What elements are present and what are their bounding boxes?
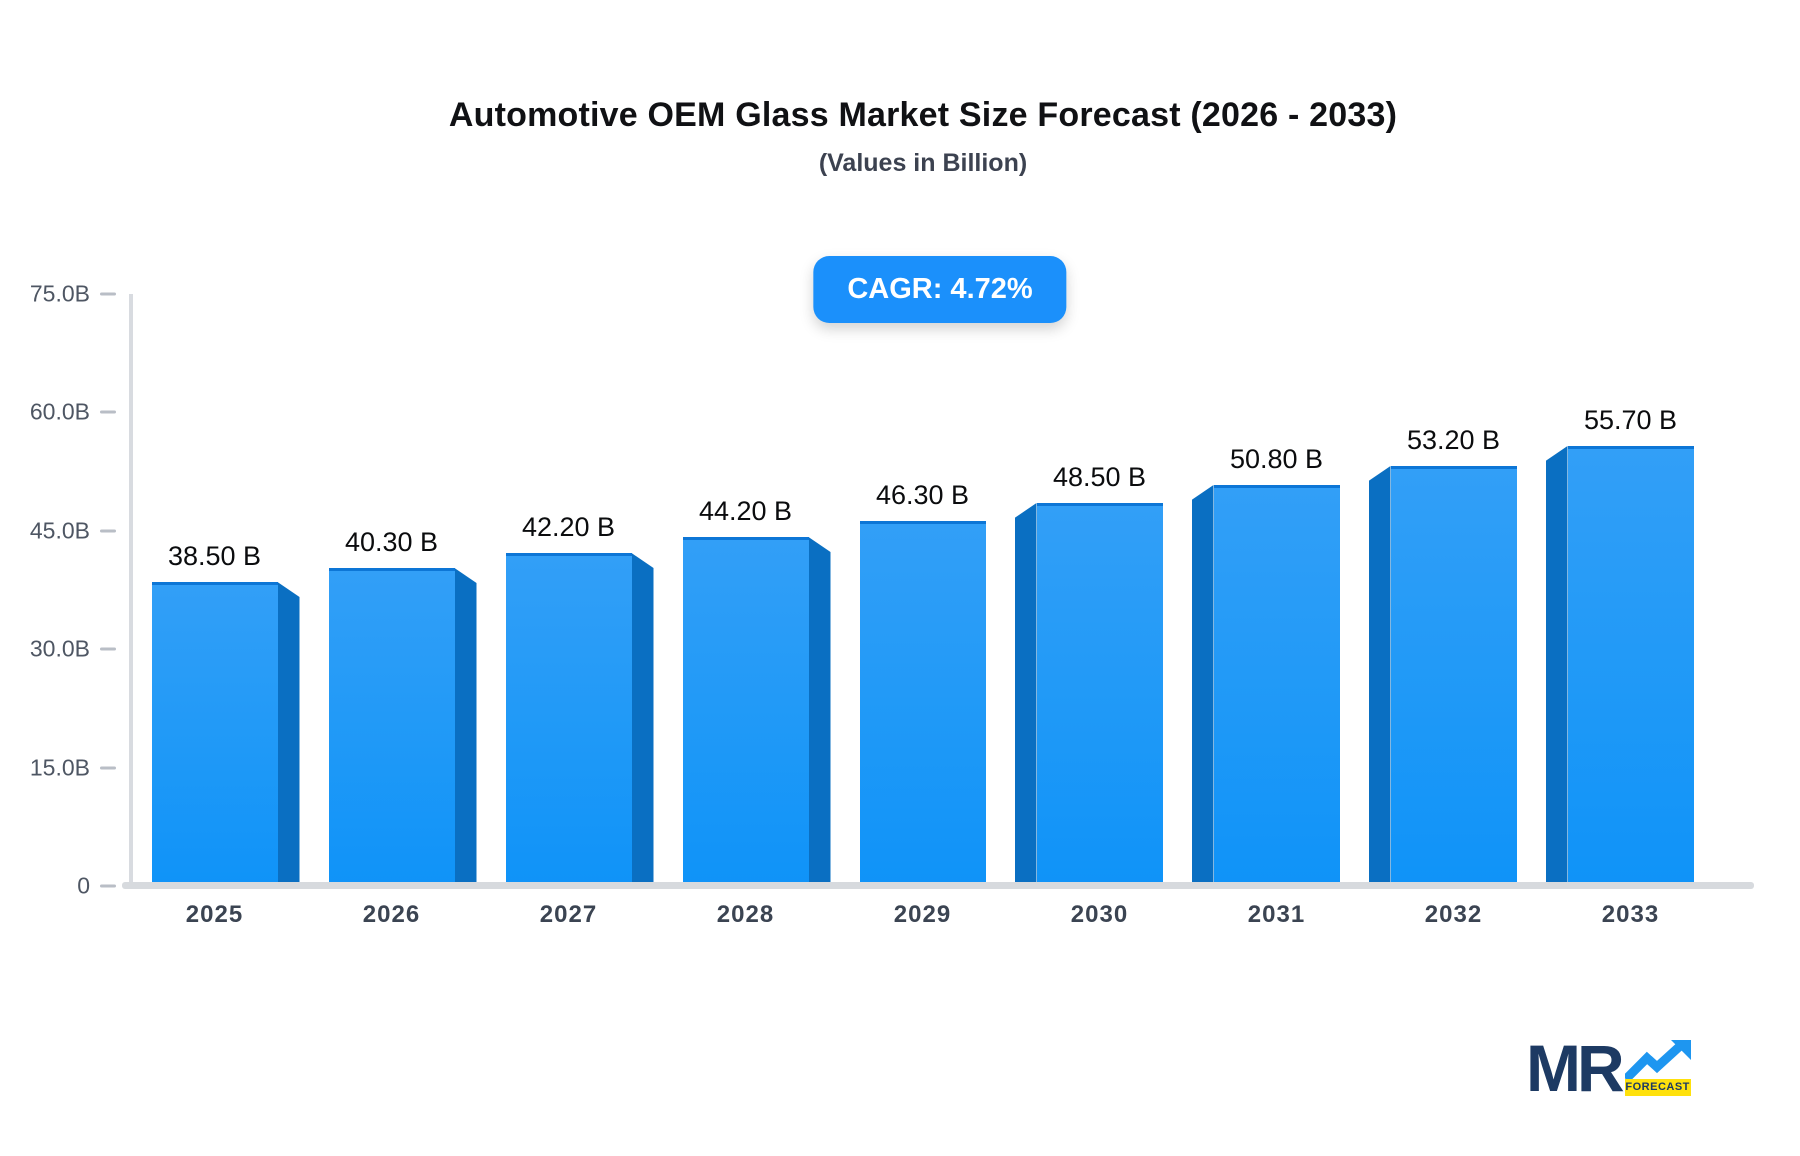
trend-arrow-icon [1624,1040,1691,1080]
bar-value-label: 48.50 B [1052,462,1147,492]
y-tick: 30.0B [30,636,116,663]
bar-2031: 50.80 B [1191,444,1340,886]
tick-dash [100,766,116,770]
bar-group-2026: 40.30 B [303,527,480,886]
bar-2033: 55.70 B [1545,405,1694,886]
y-tick-label: 0 [77,872,90,899]
logo-forecast-text: FORECAST [1624,1079,1691,1096]
x-tick-label: 2031 [1247,901,1306,928]
bar-group-2027: 42.20 B [480,512,657,886]
bar-group-2029: 46.30 B [834,480,1011,886]
bar-group-2025: 38.50 B [126,541,303,886]
bar-2029: 46.30 B [859,480,986,886]
bar-face [1036,503,1163,886]
bar-group-2032: 53.20 B [1365,425,1542,886]
bar-face [682,537,809,886]
y-tick: 15.0B [30,755,116,782]
bar-side-3d [631,553,654,886]
bar-face [1567,446,1694,886]
logo-arrow-block: FORECAST [1624,1040,1695,1096]
y-tick-label: 60.0B [29,398,90,425]
bar-2032: 53.20 B [1368,425,1517,886]
bar-value-label: 55.70 B [1583,405,1678,435]
plot-area: 38.50 B 40.30 B 42.20 B 44.20 B [126,294,1719,886]
bar-side-3d [1545,446,1568,886]
bar-group-2031: 50.80 B [1188,444,1365,886]
bar-value-label: 53.20 B [1406,425,1501,455]
y-tick: 0 [77,873,116,900]
bar-2028: 44.20 B [682,496,831,886]
bar-2030: 48.50 B [1014,462,1163,886]
bar-side-3d [454,568,477,886]
bar-value-label: 40.30 B [344,527,439,557]
y-tick-label: 75.0B [29,280,90,307]
bar-side-3d [1191,485,1214,886]
bar-value-label: 46.30 B [875,480,970,510]
y-tick: 60.0B [30,399,116,426]
bar-side-3d [1368,466,1391,886]
x-axis-line [122,882,1754,889]
x-tick-label: 2032 [1424,901,1483,928]
y-tick-label: 45.0B [29,517,90,544]
x-tick-label: 2028 [716,901,775,928]
x-tick-label: 2027 [539,901,598,928]
x-tick-label: 2029 [893,901,952,928]
x-axis-labels: 2025 2026 2027 2028 2029 2030 2031 2032 … [126,901,1719,929]
bar-face [505,553,632,886]
bar-value-label: 42.20 B [521,512,616,542]
x-tick-label: 2033 [1601,901,1660,928]
mr-forecast-logo: MR FORECAST [1526,1031,1695,1105]
bar-group-2028: 44.20 B [657,496,834,886]
bar-face [859,521,986,886]
bar-value-label: 38.50 B [167,541,262,571]
tick-dash [100,529,116,533]
bar-value-label: 44.20 B [698,496,793,526]
bar-face [151,582,278,886]
y-tick: 75.0B [30,281,116,308]
bar-value-label: 50.80 B [1229,444,1324,474]
tick-dash [100,292,116,296]
tick-dash [100,884,116,888]
bar-side-3d [1014,503,1037,886]
bar-side-3d [808,537,831,886]
bar-2027: 42.20 B [505,512,654,886]
y-tick-label: 30.0B [29,635,90,662]
bar-2025: 38.50 B [151,541,300,886]
bar-face [328,568,455,886]
bar-group-2030: 48.50 B [1011,462,1188,886]
bar-2026: 40.30 B [328,527,477,886]
bar-face [1390,466,1517,886]
bar-face [1213,485,1340,886]
y-axis: 75.0B 60.0B 45.0B 30.0B 15.0B 0 [0,281,116,899]
bar-group-2033: 55.70 B [1542,405,1719,886]
x-tick-label: 2026 [362,901,421,928]
logo-mr-text: MR [1526,1031,1625,1105]
chart-header: Automotive OEM Glass Market Size Forecas… [126,0,1720,178]
chart-subtitle: (Values in Billion) [818,149,1028,177]
y-tick: 45.0B [30,518,116,545]
x-tick-label: 2030 [1070,901,1129,928]
x-tick-label: 2025 [185,901,244,928]
cagr-badge: CAGR: 4.72% [813,256,1067,323]
chart-title: Automotive OEM Glass Market Size Forecas… [448,96,1398,134]
tick-dash [100,647,116,651]
bar-side-3d [277,582,300,886]
tick-dash [100,410,116,414]
y-axis-line [129,294,133,888]
y-tick-label: 15.0B [29,754,90,781]
